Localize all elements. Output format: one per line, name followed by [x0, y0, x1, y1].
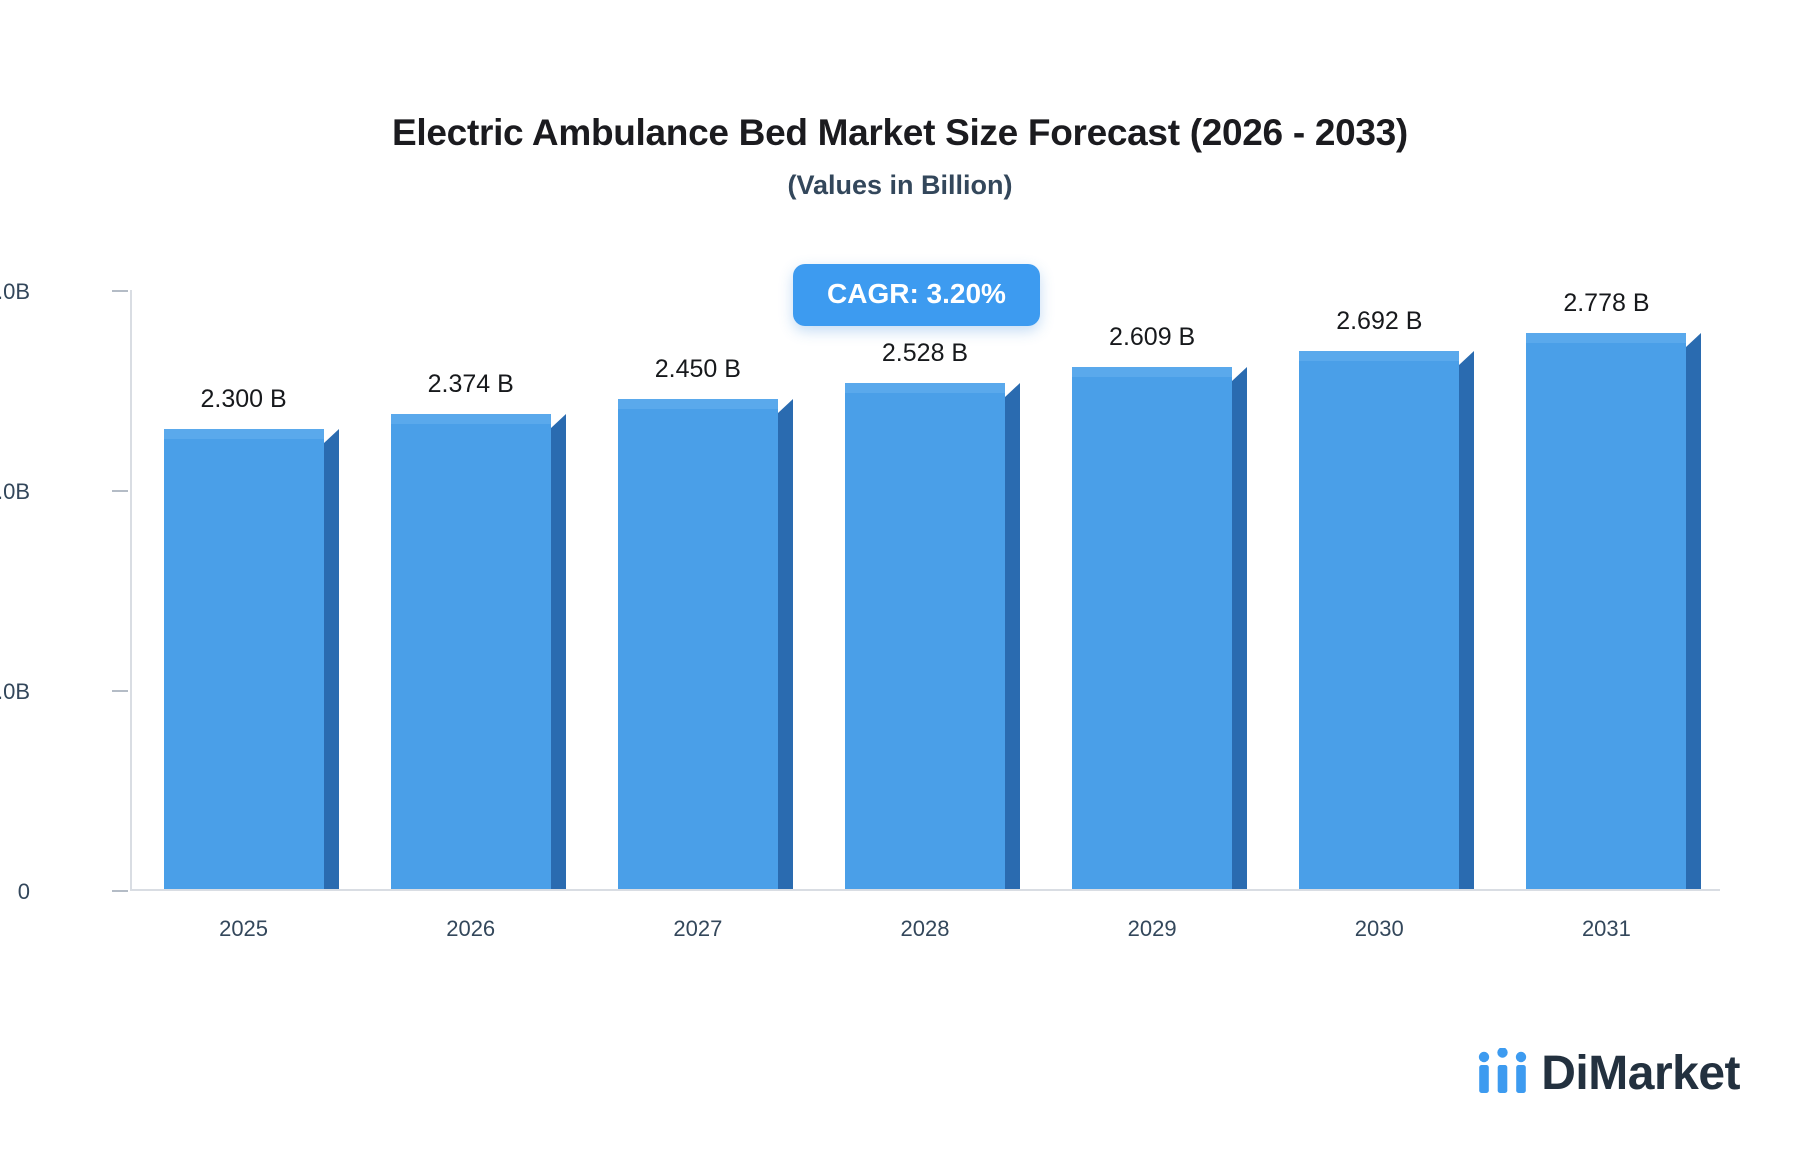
y-axis-tick-mark — [112, 690, 128, 692]
bar-front-face — [617, 399, 778, 889]
bar-column[interactable]: 2.692 B — [1299, 307, 1475, 889]
page-subtitle: (Values in Billion) — [787, 170, 1013, 200]
bar-value-label: 2.450 B — [654, 355, 741, 383]
bar-top-face — [163, 429, 324, 439]
bar-column[interactable]: 2.778 B — [1526, 289, 1702, 889]
bar-top-face — [1299, 350, 1460, 361]
bar-value-label: 2.528 B — [881, 339, 969, 368]
bar-side-face — [550, 428, 566, 889]
bar-column[interactable]: 2.609 B — [1072, 323, 1248, 889]
bar-top-face — [845, 383, 1005, 394]
bar-top-face — [1072, 367, 1233, 378]
y-axis-tick-mark — [112, 890, 128, 892]
x-axis-line — [130, 889, 1720, 891]
bar-side-face — [1005, 397, 1020, 889]
y-axis-tick-label: 0 — [17, 879, 30, 904]
bar-side-face — [1686, 347, 1702, 889]
y-axis-tick-label: 3.0B — [0, 279, 30, 304]
bar-top-face — [1526, 333, 1687, 344]
bar-top-face — [390, 414, 551, 425]
bar-column[interactable]: 2.450 B — [617, 355, 793, 889]
bar-value-label: 2.609 B — [1109, 323, 1196, 352]
bar-value-label: 2.778 B — [1563, 289, 1650, 318]
bar-value-label: 2.300 B — [200, 385, 287, 413]
bar-value-label: 2.374 B — [427, 370, 514, 399]
bar-front-face — [1072, 367, 1233, 889]
plot-area: 0 1.0B 2.0B 3.0B 2.300 B 2.374 B 2.450 B 2.528… — [0, 279, 1720, 941]
x-axis-tick-label: 2028 — [900, 916, 950, 941]
bar-top-bevel — [777, 399, 793, 413]
bar-front-face — [390, 414, 551, 889]
bar-value-label: 2.692 B — [1336, 306, 1423, 335]
dimarket-logo: DiMarket — [1477, 1046, 1740, 1101]
bar-top-face — [617, 399, 778, 409]
bar-column[interactable]: 2.528 B — [845, 339, 1020, 889]
y-axis-tick-label: 2.0B — [0, 479, 30, 504]
x-axis-tick-label: 2026 — [446, 916, 496, 941]
x-axis-tick-label: 2027 — [673, 916, 723, 941]
x-axis-tick-label: 2031 — [1581, 916, 1631, 941]
bar-chart-icon — [1477, 1047, 1529, 1099]
bar-side-face — [323, 443, 339, 889]
logo-text: DiMarket — [1541, 1047, 1740, 1100]
bar-front-face — [1299, 350, 1460, 889]
bar-column[interactable]: 2.300 B — [163, 385, 339, 889]
bar-front-face — [1526, 333, 1687, 889]
bar-column[interactable]: 2.374 B — [390, 370, 566, 889]
page-title: Electric Ambulance Bed Market Size Forec… — [392, 112, 1408, 153]
x-axis-tick-label: 2025 — [219, 916, 269, 941]
x-axis-tick-label: 2029 — [1127, 916, 1177, 941]
bar-side-face — [777, 413, 793, 889]
bar-top-bevel — [1686, 333, 1702, 348]
y-axis-line — [130, 290, 132, 890]
bar-front-face — [845, 383, 1005, 889]
y-axis-tick-mark — [112, 490, 128, 492]
bar-top-bevel — [1459, 350, 1475, 365]
x-axis-tick-label: 2030 — [1354, 916, 1404, 941]
y-axis-tick-mark — [112, 290, 128, 292]
y-axis-tick-label: 1.0B — [0, 679, 30, 704]
bar-top-bevel — [1232, 367, 1248, 382]
bar-top-bevel — [323, 429, 339, 443]
cagr-badge: CAGR: 3.20% — [793, 264, 1040, 326]
bar-side-face — [1232, 381, 1248, 889]
bar-side-face — [1459, 364, 1475, 889]
bar-top-bevel — [1005, 383, 1020, 398]
bar-top-bevel — [550, 414, 566, 429]
bar-front-face — [163, 429, 324, 889]
